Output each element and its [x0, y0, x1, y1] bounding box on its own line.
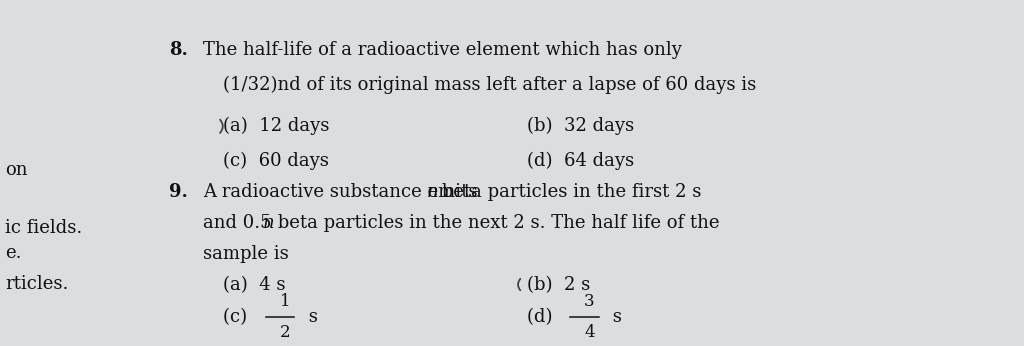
Text: n: n [262, 214, 274, 232]
Text: 3: 3 [584, 293, 595, 310]
Text: 4: 4 [584, 324, 595, 340]
Text: s: s [606, 308, 622, 326]
Text: 9.: 9. [169, 183, 187, 201]
Text: e.: e. [5, 244, 22, 262]
Text: (d): (d) [527, 308, 564, 326]
Text: beta particles in the first 2 s: beta particles in the first 2 s [436, 183, 701, 201]
Text: 8.: 8. [169, 41, 187, 59]
Text: rticles.: rticles. [5, 275, 69, 293]
Text: and 0.5: and 0.5 [203, 214, 278, 232]
Text: ic fields.: ic fields. [5, 219, 82, 237]
Text: (d)  64 days: (d) 64 days [527, 152, 635, 170]
Text: (1/32)nd of its original mass left after a lapse of 60 days is: (1/32)nd of its original mass left after… [223, 76, 757, 94]
Text: The half-life of a radioactive element which has only: The half-life of a radioactive element w… [203, 41, 682, 59]
Text: n: n [427, 183, 438, 201]
Text: 1: 1 [281, 293, 291, 310]
Text: (b)  32 days: (b) 32 days [527, 117, 635, 135]
Text: A radioactive substance emits: A radioactive substance emits [203, 183, 483, 201]
Text: (c)  60 days: (c) 60 days [223, 152, 329, 170]
Text: (a)  12 days: (a) 12 days [223, 117, 330, 135]
Text: (b)  2 s: (b) 2 s [527, 276, 591, 294]
Text: (c): (c) [223, 308, 259, 326]
Text: 2: 2 [281, 324, 291, 340]
Text: sample is: sample is [203, 245, 289, 263]
Text: beta particles in the next 2 s. The half life of the: beta particles in the next 2 s. The half… [271, 214, 719, 232]
Text: on: on [5, 161, 28, 179]
Text: (a)  4 s: (a) 4 s [223, 276, 286, 294]
Text: s: s [303, 308, 317, 326]
